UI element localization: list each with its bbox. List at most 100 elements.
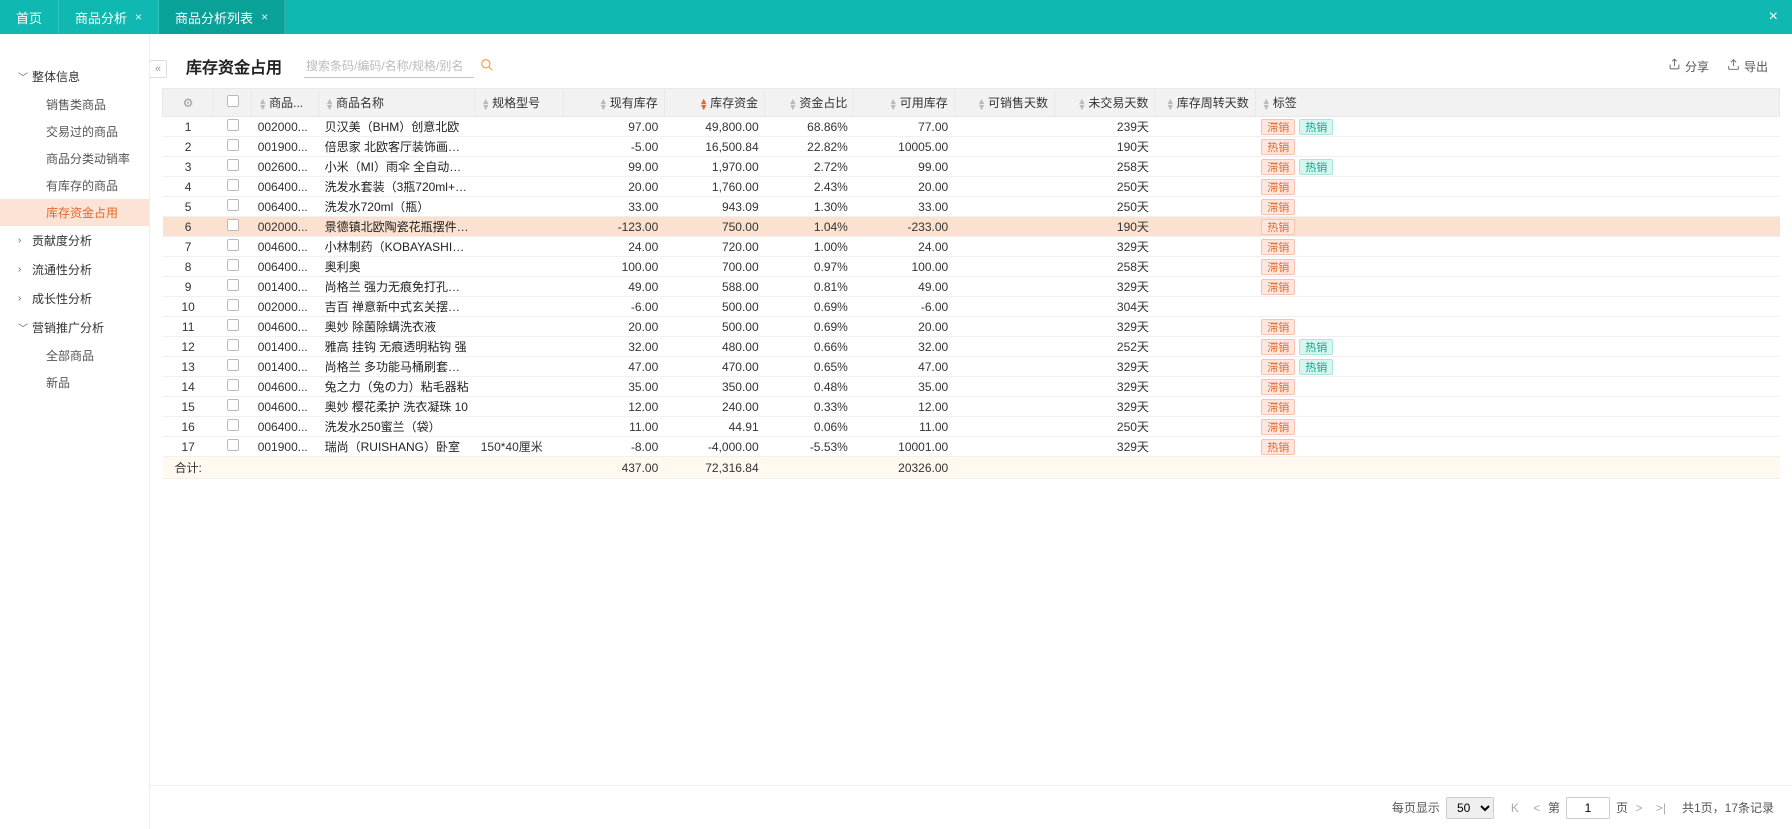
page-summary: 共1页，17条记录 [1682,799,1774,816]
export-icon [1727,58,1740,74]
sidebar-item[interactable]: 有库存的商品 [0,172,149,199]
table-row[interactable]: 3002600...小米（MI）雨伞 全自动折叠99.001,970.002.7… [163,157,1780,177]
sidebar-item[interactable]: 销售类商品 [0,91,149,118]
page-next-button[interactable]: > [1630,797,1648,819]
page-prev-button[interactable]: < [1528,797,1546,819]
column-header-avail[interactable]: ▲▼可用库存 [854,89,954,117]
table-row[interactable]: 13001400...尚格兰 多功能马桶刷套装 马47.00470.000.65… [163,357,1780,377]
export-button[interactable]: 导出 [1727,58,1768,75]
row-checkbox[interactable] [227,419,239,431]
cell-ratio: 0.06% [765,417,854,437]
row-checkbox[interactable] [227,199,239,211]
sidebar-group[interactable]: ﹀营销推广分析 [0,313,149,342]
table-row[interactable]: 10002000...吉百 禅意新中式玄关摆件客-6.00500.000.69%… [163,297,1780,317]
sidebar: ﹀整体信息销售类商品交易过的商品商品分类动销率有库存的商品库存资金占用›贡献度分… [0,34,150,829]
share-button[interactable]: 分享 [1668,58,1709,75]
table-row[interactable]: 12001400...雅高 挂钩 无痕透明粘钩 强32.00480.000.66… [163,337,1780,357]
sidebar-group[interactable]: ›贡献度分析 [0,226,149,255]
table-row[interactable]: 6002000...景德镇北欧陶瓷花瓶摆件 仿-123.00750.001.04… [163,217,1780,237]
cell-fund: 700.00 [664,257,764,277]
table-row[interactable]: 14004600...兔之力（兔の力）粘毛器粘35.00350.000.48%3… [163,377,1780,397]
row-checkbox[interactable] [227,139,239,151]
cell-turn [1155,157,1255,177]
sidebar-item[interactable]: 库存资金占用 [0,199,149,226]
sidebar-item[interactable]: 全部商品 [0,342,149,369]
cell-tags: 滞销热销 [1255,357,1779,377]
sidebar-item[interactable]: 交易过的商品 [0,118,149,145]
tag-hot: 热销 [1299,159,1333,175]
top-tab[interactable]: 商品分析列表× [159,0,285,34]
tag-slow: 滞销 [1261,359,1295,375]
table-row[interactable]: 7004600...小林制药（KOBAYASHI）E24.00720.001.0… [163,237,1780,257]
sidebar-group-label: 营销推广分析 [32,319,104,336]
table-row[interactable]: 15004600...奥妙 樱花柔护 洗衣凝珠 1012.00240.000.3… [163,397,1780,417]
column-header-code[interactable]: ▲▼商品... [252,89,319,117]
page-last-button[interactable]: >| [1652,797,1670,819]
column-header-spec[interactable]: ▲▼规格型号 [475,89,564,117]
select-all-checkbox[interactable] [227,95,239,107]
column-header-notrade[interactable]: ▲▼未交易天数 [1055,89,1155,117]
table-row[interactable]: 1002000...贝汉美（BHM）创意北欧97.0049,800.0068.8… [163,117,1780,137]
table-row[interactable]: 16006400...洗发水250蜜兰（袋）11.0044.910.06%11.… [163,417,1780,437]
table-row[interactable]: 17001900...瑞尚（RUISHANG）卧室150*40厘米-8.00-4… [163,437,1780,457]
cell-name: 兔之力（兔の力）粘毛器粘 [319,377,475,397]
page-input[interactable] [1566,797,1610,819]
tag-hot-orange: 热销 [1261,139,1295,155]
row-checkbox[interactable] [227,379,239,391]
column-header-saled[interactable]: ▲▼可销售天数 [954,89,1054,117]
column-header-ratio[interactable]: ▲▼资金占比 [765,89,854,117]
row-checkbox[interactable] [227,219,239,231]
top-tab[interactable]: 首页 [0,0,59,34]
column-header-tags[interactable]: ▲▼标签 [1255,89,1779,117]
row-checkbox[interactable] [227,239,239,251]
row-checkbox[interactable] [227,299,239,311]
row-checkbox[interactable] [227,119,239,131]
row-checkbox[interactable] [227,159,239,171]
table-row[interactable]: 5006400...洗发水720ml（瓶）33.00943.091.30%33.… [163,197,1780,217]
row-checkbox[interactable] [227,439,239,451]
cell-notrade: 329天 [1055,377,1155,397]
tab-close-icon[interactable]: × [135,10,142,24]
sidebar-item[interactable]: 商品分类动销率 [0,145,149,172]
cell-spec [475,177,564,197]
column-header-name[interactable]: ▲▼商品名称 [319,89,475,117]
table-row[interactable]: 11004600...奥妙 除菌除螨洗衣液20.00500.000.69%20.… [163,317,1780,337]
table-row[interactable]: 9001400...尚格兰 强力无痕免打孔浴室49.00588.000.81%4… [163,277,1780,297]
cell-idx: 7 [163,237,214,257]
export-label: 导出 [1744,58,1768,75]
tab-close-icon[interactable]: × [261,10,268,24]
table-row[interactable]: 4006400...洗发水套装（3瓶720ml+1）20.001,760.002… [163,177,1780,197]
total-turn [1155,457,1255,479]
sidebar-group[interactable]: ›流通性分析 [0,255,149,284]
row-checkbox[interactable] [227,399,239,411]
sidebar-group[interactable]: ﹀整体信息 [0,62,149,91]
tag-slow: 滞销 [1261,119,1295,135]
row-checkbox[interactable] [227,319,239,331]
close-all-tabs-button[interactable]: × [1755,0,1792,34]
search-input[interactable] [304,55,474,78]
sidebar-collapse-button[interactable]: « [150,60,167,78]
tag-hot: 热销 [1299,339,1333,355]
cell-spec [475,237,564,257]
cell-chk [214,277,252,297]
cell-turn [1155,237,1255,257]
table-row[interactable]: 8006400...奥利奥100.00700.000.97%100.00258天… [163,257,1780,277]
top-tab[interactable]: 商品分析× [59,0,159,34]
column-header-fund[interactable]: ▲▼库存资金 [664,89,764,117]
column-header-turn[interactable]: ▲▼库存周转天数 [1155,89,1255,117]
cell-ratio: 68.86% [765,117,854,137]
row-checkbox[interactable] [227,259,239,271]
sidebar-item[interactable]: 新品 [0,369,149,396]
table-row[interactable]: 2001900...倍思家 北欧客厅装饰画卧室-5.0016,500.8422.… [163,137,1780,157]
row-checkbox[interactable] [227,339,239,351]
per-page-select[interactable]: 50 [1446,797,1494,819]
row-checkbox[interactable] [227,279,239,291]
gear-icon[interactable]: ⚙ [183,96,194,110]
search-icon[interactable] [480,58,494,75]
cell-stock: 32.00 [564,337,664,357]
column-header-stock[interactable]: ▲▼现有库存 [564,89,664,117]
row-checkbox[interactable] [227,359,239,371]
row-checkbox[interactable] [227,179,239,191]
page-first-button[interactable]: K [1506,797,1524,819]
sidebar-group[interactable]: ›成长性分析 [0,284,149,313]
